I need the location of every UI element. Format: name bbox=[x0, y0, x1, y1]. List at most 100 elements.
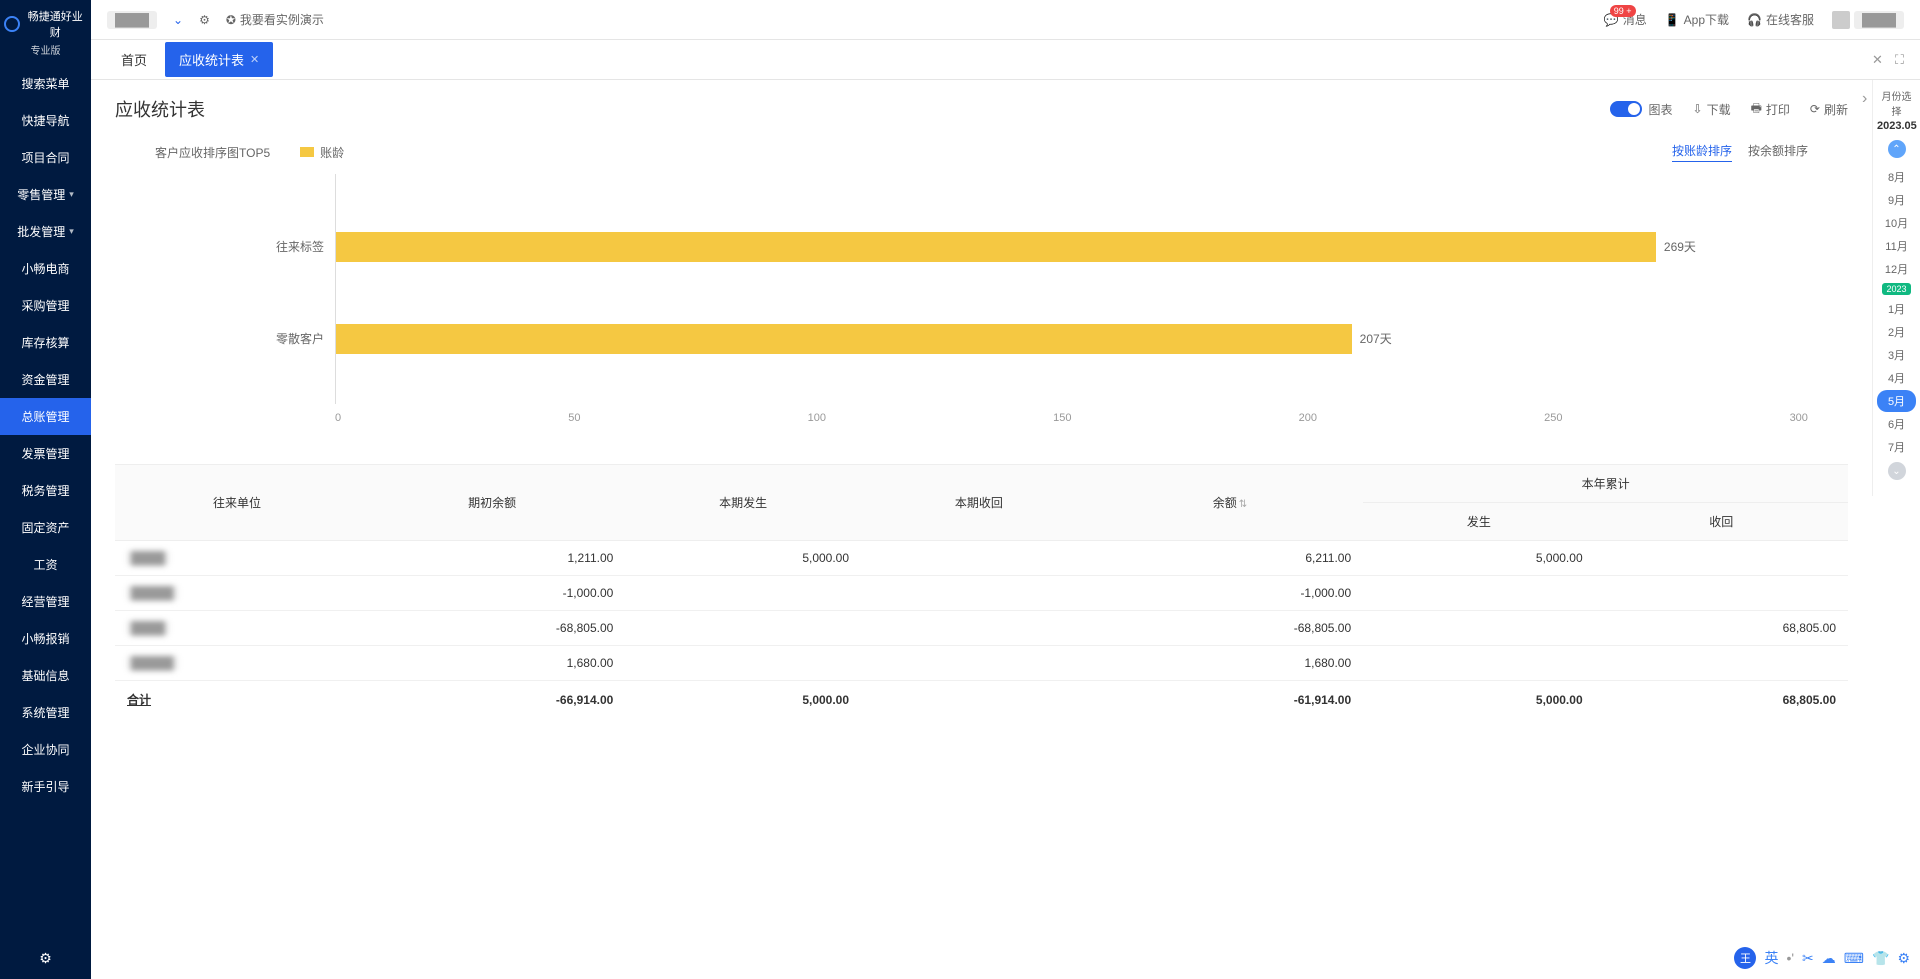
org-selector[interactable]: ████ bbox=[107, 11, 157, 29]
month-scroll-up-icon[interactable]: ⌃ bbox=[1888, 140, 1906, 158]
sort-icon[interactable]: ⇅ bbox=[1239, 499, 1247, 510]
cell bbox=[861, 541, 1097, 576]
table-row[interactable]: █████ -1,000.00 -1,000.00 bbox=[115, 576, 1848, 611]
ime-icon-4[interactable]: ⌨ bbox=[1844, 950, 1864, 967]
online-service-button[interactable]: 🎧 在线客服 bbox=[1747, 11, 1814, 28]
tab[interactable]: 首页 bbox=[107, 42, 161, 77]
ime-icon-2[interactable]: ✂ bbox=[1802, 950, 1814, 967]
th-ytd-recover[interactable]: 收回 bbox=[1595, 503, 1848, 541]
sidebar-item[interactable]: 库存核算 bbox=[0, 324, 91, 361]
cell bbox=[861, 576, 1097, 611]
month-item[interactable]: 6月 bbox=[1877, 413, 1916, 435]
sidebar-item[interactable]: 税务管理 bbox=[0, 472, 91, 509]
sidebar-item[interactable]: 工资 bbox=[0, 546, 91, 583]
sidebar-item[interactable]: 批发管理▾ bbox=[0, 213, 91, 250]
month-item[interactable]: 7月 bbox=[1877, 436, 1916, 458]
collapse-month-panel-icon[interactable]: › bbox=[1862, 90, 1867, 108]
ime-circle-icon[interactable]: 王 bbox=[1734, 947, 1756, 969]
sort-by-age-tab[interactable]: 按账龄排序 bbox=[1672, 142, 1732, 162]
cell: 1,680.00 bbox=[359, 646, 625, 681]
topbar: ████ ⌄ ⚙ ✪ 我要看实例演示 99 + 💬 消息 📱 App下载 🎧 bbox=[91, 0, 1920, 40]
print-button[interactable]: 🖶 打印 bbox=[1751, 99, 1790, 120]
cell bbox=[625, 611, 861, 646]
unit-cell: █████ bbox=[127, 586, 178, 600]
speech-icon: ✪ bbox=[226, 13, 236, 27]
month-item[interactable]: 2月 bbox=[1877, 321, 1916, 343]
th-unit[interactable]: 往来单位 bbox=[115, 465, 359, 541]
sidebar-item[interactable]: 小畅报销 bbox=[0, 620, 91, 657]
user-menu[interactable]: ████ bbox=[1832, 11, 1904, 29]
sidebar-item[interactable]: 新手引导 bbox=[0, 768, 91, 805]
sort-by-amount-tab[interactable]: 按余额排序 bbox=[1748, 142, 1808, 162]
fullscreen-icon[interactable]: ⛶ bbox=[1895, 52, 1904, 68]
chart-bar[interactable] bbox=[336, 324, 1352, 354]
x-tick: 50 bbox=[568, 412, 580, 424]
ime-icon-5[interactable]: 👕 bbox=[1872, 950, 1889, 967]
month-item[interactable]: 5月 bbox=[1877, 390, 1916, 412]
sidebar-item[interactable]: 资金管理 bbox=[0, 361, 91, 398]
messages-button[interactable]: 99 + 💬 消息 bbox=[1604, 11, 1647, 28]
gear-icon[interactable]: ⚙ bbox=[199, 13, 210, 27]
th-balance[interactable]: 余额⇅ bbox=[1097, 465, 1363, 541]
refresh-button[interactable]: ⟳ 刷新 bbox=[1810, 101, 1848, 118]
sidebar-item[interactable]: 经营管理 bbox=[0, 583, 91, 620]
settings-button[interactable]: ⚙ bbox=[0, 938, 91, 979]
sidebar-item[interactable]: 系统管理 bbox=[0, 694, 91, 731]
print-label: 打印 bbox=[1766, 101, 1790, 118]
org-chevron-icon[interactable]: ⌄ bbox=[173, 13, 183, 27]
x-tick: 300 bbox=[1790, 412, 1808, 424]
sidebar-item[interactable]: 小畅电商 bbox=[0, 250, 91, 287]
close-icon[interactable]: ✕ bbox=[250, 53, 259, 66]
table-row[interactable]: █████ 1,680.00 1,680.00 bbox=[115, 646, 1848, 681]
th-recover[interactable]: 本期收回 bbox=[861, 465, 1097, 541]
download-button[interactable]: ⇩ 下载 bbox=[1693, 101, 1731, 118]
month-item[interactable]: 3月 bbox=[1877, 344, 1916, 366]
sidebar-item[interactable]: 零售管理▾ bbox=[0, 176, 91, 213]
ime-icon-3[interactable]: ☁ bbox=[1822, 950, 1836, 967]
month-item[interactable]: 10月 bbox=[1877, 212, 1916, 234]
month-item[interactable]: 9月 bbox=[1877, 189, 1916, 211]
month-item[interactable]: 1月 bbox=[1877, 298, 1916, 320]
demo-link[interactable]: ✪ 我要看实例演示 bbox=[226, 11, 324, 28]
month-item[interactable]: 12月 bbox=[1877, 258, 1916, 280]
month-scroll-down-icon[interactable]: ⌄ bbox=[1888, 462, 1906, 480]
cell bbox=[1595, 646, 1848, 681]
sidebar-item[interactable]: 固定资产 bbox=[0, 509, 91, 546]
chart-legend: 账龄 bbox=[300, 144, 344, 161]
sidebar: 畅捷通好业财 专业版 搜索菜单快捷导航项目合同零售管理▾批发管理▾小畅电商采购管… bbox=[0, 0, 91, 979]
month-item[interactable]: 8月 bbox=[1877, 166, 1916, 188]
sidebar-item[interactable]: 企业协同 bbox=[0, 731, 91, 768]
tab[interactable]: 应收统计表✕ bbox=[165, 42, 273, 77]
sidebar-item[interactable]: 基础信息 bbox=[0, 657, 91, 694]
sidebar-item[interactable]: 项目合同 bbox=[0, 139, 91, 176]
user-name: ████ bbox=[1854, 11, 1904, 29]
bar-chart: 往来标签 269天 零散客户 207天 050100150200250300 bbox=[115, 174, 1848, 434]
sidebar-item[interactable]: 快捷导航 bbox=[0, 102, 91, 139]
ime-lang[interactable]: 英 bbox=[1764, 948, 1778, 968]
cell bbox=[1363, 576, 1594, 611]
ime-icon-1[interactable]: •' bbox=[1786, 950, 1794, 966]
sidebar-item[interactable]: 搜索菜单 bbox=[0, 65, 91, 102]
month-item[interactable]: 4月 bbox=[1877, 367, 1916, 389]
th-opening[interactable]: 期初余额 bbox=[359, 465, 625, 541]
ime-icon-6[interactable]: ⚙ bbox=[1897, 950, 1910, 967]
sidebar-item[interactable]: 采购管理 bbox=[0, 287, 91, 324]
cell bbox=[861, 646, 1097, 681]
chart-bar[interactable] bbox=[336, 232, 1656, 262]
headset-icon: 🎧 bbox=[1747, 13, 1762, 27]
chart-toggle[interactable] bbox=[1610, 101, 1642, 117]
chevron-down-icon: ▾ bbox=[69, 226, 74, 237]
month-panel: 月份选择 2023.05 ⌃ 8月9月10月11月12月 2023 1月2月3月… bbox=[1872, 80, 1920, 496]
sidebar-item[interactable]: 总账管理 bbox=[0, 398, 91, 435]
close-all-tabs-icon[interactable]: ✕ bbox=[1872, 52, 1883, 68]
th-ytd-occur[interactable]: 发生 bbox=[1363, 503, 1594, 541]
cell: -68,805.00 bbox=[1097, 611, 1363, 646]
bar-value: 269天 bbox=[1664, 238, 1696, 255]
cell: -61,914.00 bbox=[1097, 681, 1363, 719]
table-row[interactable]: ████ 1,211.00 5,000.00 6,211.00 5,000.00 bbox=[115, 541, 1848, 576]
month-item[interactable]: 11月 bbox=[1877, 235, 1916, 257]
table-row[interactable]: ████ -68,805.00 -68,805.00 68,805.00 bbox=[115, 611, 1848, 646]
sidebar-item[interactable]: 发票管理 bbox=[0, 435, 91, 472]
app-download-button[interactable]: 📱 App下载 bbox=[1665, 11, 1729, 28]
th-occur[interactable]: 本期发生 bbox=[625, 465, 861, 541]
